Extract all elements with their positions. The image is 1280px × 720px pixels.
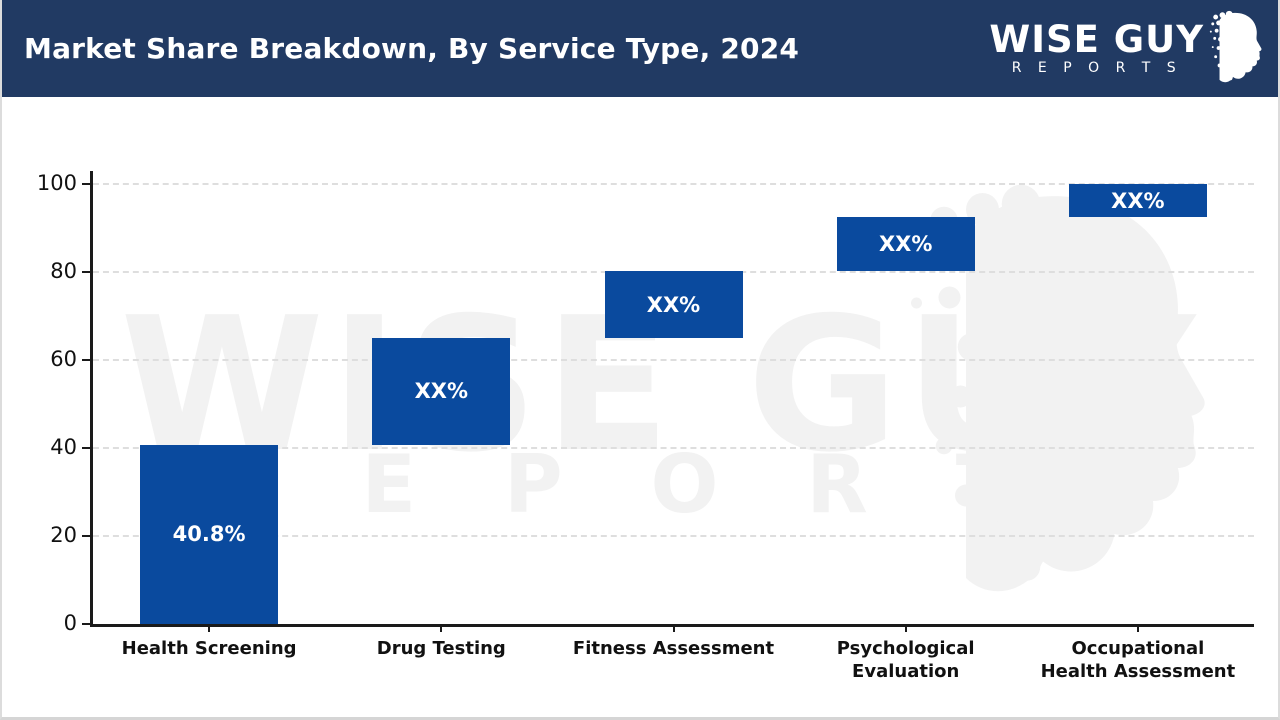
y-tick-label: 0: [63, 611, 77, 635]
bar-value-label: XX%: [1111, 188, 1165, 213]
x-tick-mark: [1136, 624, 1139, 632]
y-tick-mark: [82, 447, 90, 450]
x-tick-label: Psychological Evaluation: [836, 638, 975, 682]
x-tick-label: Health Screening: [121, 638, 297, 659]
chart-area: WISE GUY R E P O R T S 0 20 40 60 80 100 40.8%…: [2, 97, 1278, 717]
y-tick-mark: [82, 535, 90, 538]
y-tick-mark: [82, 359, 90, 362]
chart-bar: 40.8%: [140, 444, 279, 624]
logo-text: WISE GUY R E P O R T S: [989, 17, 1204, 77]
gridline: [93, 447, 1254, 450]
chart-bar: XX%: [1068, 184, 1207, 218]
y-tick-label: 20: [50, 523, 77, 548]
y-tick-label: 80: [50, 259, 77, 284]
x-tick-mark: [208, 624, 211, 632]
y-tick-mark: [82, 623, 90, 625]
y-tick-label: 100: [36, 171, 77, 196]
bar-value-label: 40.8%: [172, 522, 246, 547]
y-tick-mark: [82, 183, 90, 186]
gridline: [93, 183, 1254, 186]
wise-guy-logo: WISE GUY R E P O R T S: [989, 7, 1264, 91]
bar-value-label: XX%: [414, 379, 469, 404]
wise-guy-face-icon: [1209, 10, 1262, 82]
y-tick-label: 60: [50, 347, 77, 372]
x-tick-label: Fitness Assessment: [572, 638, 775, 659]
y-tick-mark: [82, 271, 90, 274]
bar-value-label: XX%: [878, 232, 933, 257]
logo-subtitle: R E P O R T S: [1011, 60, 1182, 77]
chart-bar: XX%: [372, 338, 511, 445]
x-tick-mark: [904, 624, 907, 632]
gridline: [93, 535, 1254, 538]
x-tick-mark: [440, 624, 443, 632]
header-bar: Market Share Breakdown, By Service Type,…: [2, 0, 1278, 97]
x-tick-label: Drug Testing: [376, 638, 506, 659]
plot-area: 0 20 40 60 80 100 40.8% Health Screening XX% Drug…: [37, 171, 1254, 682]
y-tick-label: 40: [50, 435, 77, 460]
logo-name: WISE GUY: [989, 17, 1204, 61]
watermark-face-icon: [911, 184, 1205, 592]
page-title: Market Share Breakdown, By Service Type,…: [24, 32, 800, 65]
x-tick-label: Occupational Health Assessment: [1040, 638, 1236, 682]
x-tick-mark: [672, 624, 675, 632]
chart-bar: XX%: [836, 217, 975, 272]
chart-bar: XX%: [604, 271, 743, 339]
gridline: [93, 359, 1254, 362]
bar-value-label: XX%: [646, 292, 701, 317]
